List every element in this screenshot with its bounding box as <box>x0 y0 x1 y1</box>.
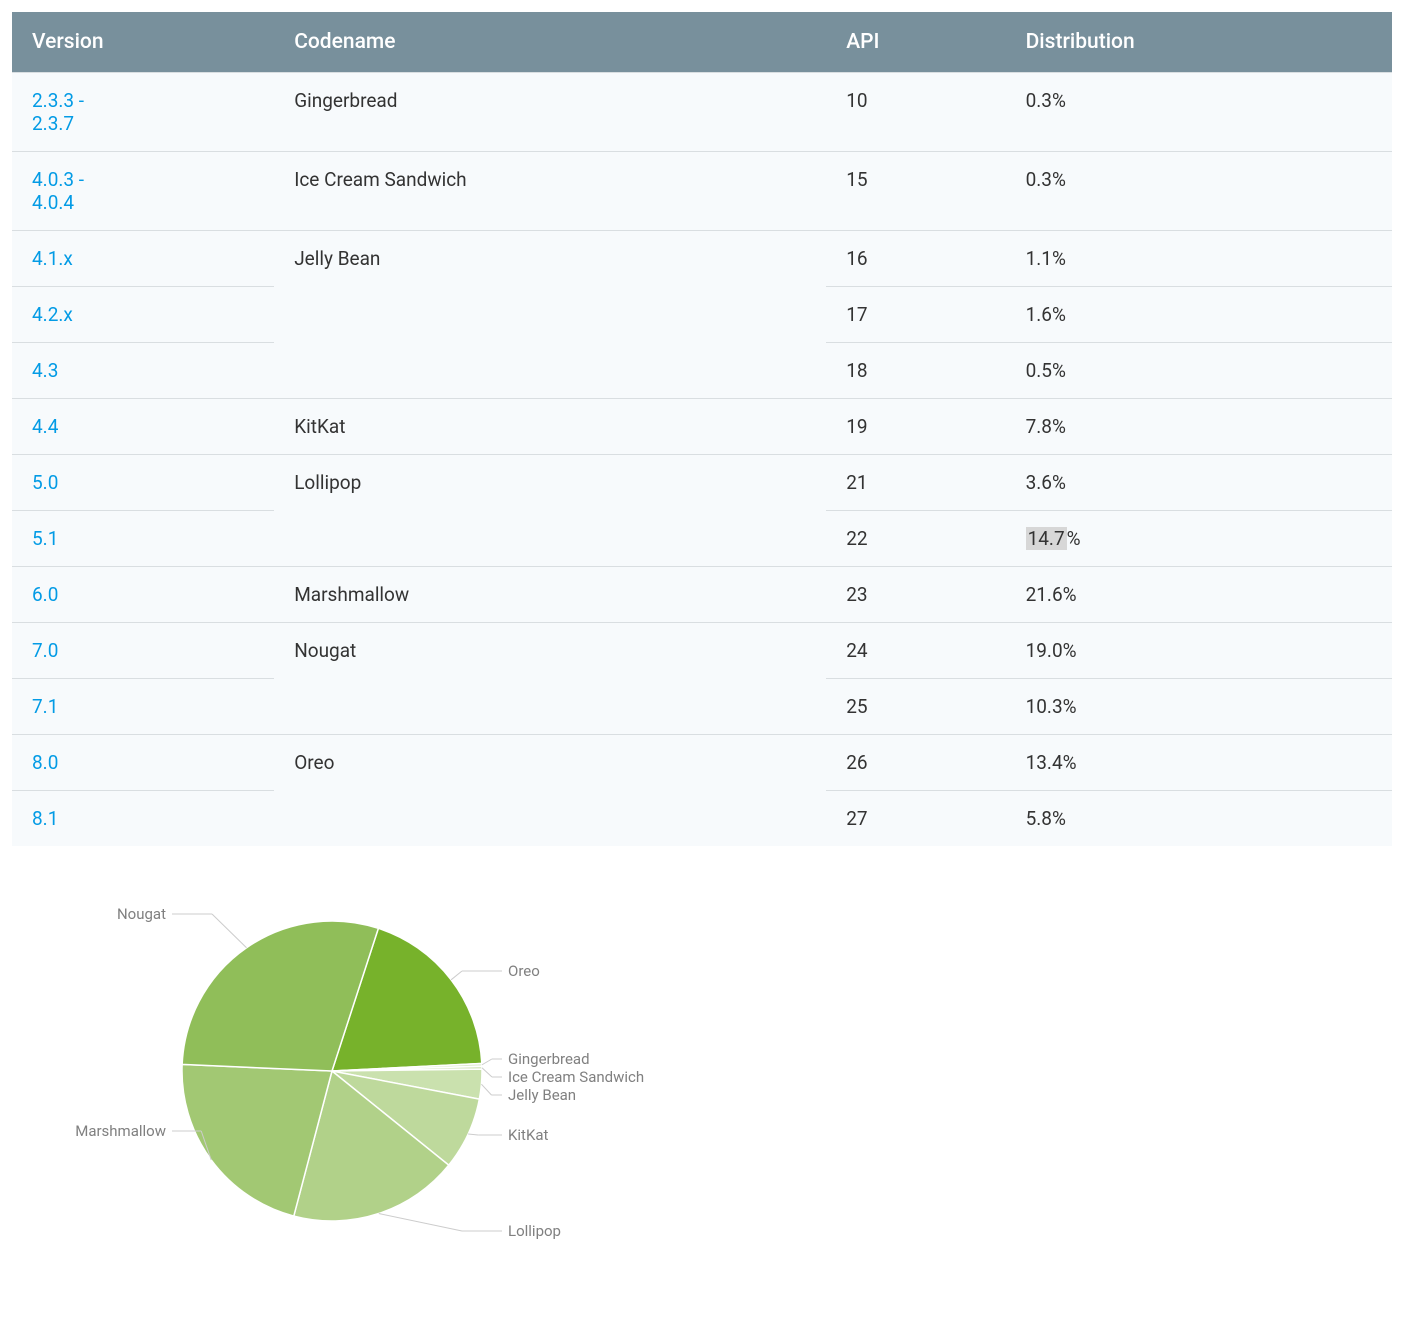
cell-distribution: 21.6% <box>1006 567 1392 623</box>
cell-codename: Gingerbread <box>274 73 826 152</box>
pie-label: Jelly Bean <box>508 1086 576 1104</box>
version-link[interactable]: 7.1 <box>32 695 58 718</box>
cell-version: 7.1 <box>12 679 274 735</box>
cell-codename: Jelly Bean <box>274 231 826 287</box>
cell-api: 22 <box>826 511 1005 567</box>
cell-distribution: 0.3% <box>1006 152 1392 231</box>
cell-distribution: 13.4% <box>1006 735 1392 791</box>
version-link[interactable]: 4.3 <box>32 359 58 382</box>
cell-api: 10 <box>826 73 1005 152</box>
cell-codename <box>274 679 826 735</box>
cell-distribution: 1.6% <box>1006 287 1392 343</box>
cell-version: 5.0 <box>12 455 274 511</box>
cell-distribution: 0.5% <box>1006 343 1392 399</box>
cell-codename <box>274 511 826 567</box>
table-row: 5.0 Lollipop213.6% <box>12 455 1392 511</box>
table-row: 4.2.x 171.6% <box>12 287 1392 343</box>
version-link[interactable]: 5.1 <box>32 527 58 550</box>
table-row: 7.0 Nougat2419.0% <box>12 623 1392 679</box>
table-row: 4.3 180.5% <box>12 343 1392 399</box>
col-header-version: Version <box>12 12 274 73</box>
cell-codename: Oreo <box>274 735 826 791</box>
cell-api: 27 <box>826 791 1005 847</box>
pie-label: Gingerbread <box>508 1050 590 1068</box>
cell-codename <box>274 287 826 343</box>
cell-codename: Nougat <box>274 623 826 679</box>
cell-api: 25 <box>826 679 1005 735</box>
table-row: 6.0 Marshmallow2321.6% <box>12 567 1392 623</box>
cell-distribution: 0.3% <box>1006 73 1392 152</box>
table-row: 4.4 KitKat197.8% <box>12 399 1392 455</box>
cell-distribution: 10.3% <box>1006 679 1392 735</box>
cell-distribution: 5.8% <box>1006 791 1392 847</box>
version-link[interactable]: 4.2.x <box>32 303 73 326</box>
distribution-table: Version Codename API Distribution 2.3.3 … <box>12 12 1392 846</box>
version-link[interactable]: 8.0 <box>32 751 58 774</box>
col-header-api: API <box>826 12 1005 73</box>
cell-codename: Ice Cream Sandwich <box>274 152 826 231</box>
col-header-distribution: Distribution <box>1006 12 1392 73</box>
cell-codename <box>274 791 826 847</box>
table-row: 8.0 Oreo2613.4% <box>12 735 1392 791</box>
cell-codename <box>274 343 826 399</box>
cell-api: 16 <box>826 231 1005 287</box>
pie-svg <box>72 886 792 1256</box>
cell-version: 6.0 <box>12 567 274 623</box>
version-link[interactable]: 4.4 <box>32 415 58 438</box>
version-link[interactable]: 4.0.3 - 4.0.4 <box>32 168 84 214</box>
col-header-codename: Codename <box>274 12 826 73</box>
cell-api: 21 <box>826 455 1005 511</box>
cell-version: 4.3 <box>12 343 274 399</box>
cell-api: 23 <box>826 567 1005 623</box>
pie-label: Ice Cream Sandwich <box>508 1068 644 1086</box>
cell-version: 8.1 <box>12 791 274 847</box>
table-header: Version Codename API Distribution <box>12 12 1392 73</box>
pie-label: Nougat <box>117 905 166 923</box>
cell-version: 2.3.3 - 2.3.7 <box>12 73 274 152</box>
cell-version: 8.0 <box>12 735 274 791</box>
version-link[interactable]: 4.1.x <box>32 247 73 270</box>
pie-label: Oreo <box>508 962 540 980</box>
pie-label: Marshmallow <box>75 1122 166 1140</box>
cell-version: 4.0.3 - 4.0.4 <box>12 152 274 231</box>
cell-distribution: 19.0% <box>1006 623 1392 679</box>
version-link[interactable]: 2.3.3 - 2.3.7 <box>32 89 84 135</box>
cell-version: 4.2.x <box>12 287 274 343</box>
cell-api: 26 <box>826 735 1005 791</box>
table-row: 2.3.3 - 2.3.7 Gingerbread100.3% <box>12 73 1392 152</box>
cell-api: 18 <box>826 343 1005 399</box>
table-row: 5.1 2214.7% <box>12 511 1392 567</box>
table-row: 4.1.x Jelly Bean161.1% <box>12 231 1392 287</box>
cell-version: 4.4 <box>12 399 274 455</box>
cell-api: 24 <box>826 623 1005 679</box>
distribution-pie-chart: Oreo GingerbreadIce Cream SandwichJelly B… <box>72 886 792 1256</box>
version-link[interactable]: 7.0 <box>32 639 58 662</box>
highlighted-value: 14.7 <box>1026 527 1067 550</box>
table-row: 4.0.3 - 4.0.4 Ice Cream Sandwich150.3% <box>12 152 1392 231</box>
cell-codename: Lollipop <box>274 455 826 511</box>
version-link[interactable]: 8.1 <box>32 807 58 830</box>
table-row: 7.1 2510.3% <box>12 679 1392 735</box>
cell-version: 7.0 <box>12 623 274 679</box>
version-link[interactable]: 6.0 <box>32 583 58 606</box>
table-row: 8.1 275.8% <box>12 791 1392 847</box>
cell-api: 15 <box>826 152 1005 231</box>
cell-codename: Marshmallow <box>274 567 826 623</box>
cell-distribution: 7.8% <box>1006 399 1392 455</box>
cell-version: 5.1 <box>12 511 274 567</box>
cell-api: 17 <box>826 287 1005 343</box>
cell-distribution: 14.7% <box>1006 511 1392 567</box>
cell-distribution: 1.1% <box>1006 231 1392 287</box>
cell-version: 4.1.x <box>12 231 274 287</box>
cell-distribution: 3.6% <box>1006 455 1392 511</box>
pie-label: Lollipop <box>508 1222 561 1240</box>
pie-label: KitKat <box>508 1126 548 1144</box>
cell-api: 19 <box>826 399 1005 455</box>
cell-codename: KitKat <box>274 399 826 455</box>
version-link[interactable]: 5.0 <box>32 471 58 494</box>
